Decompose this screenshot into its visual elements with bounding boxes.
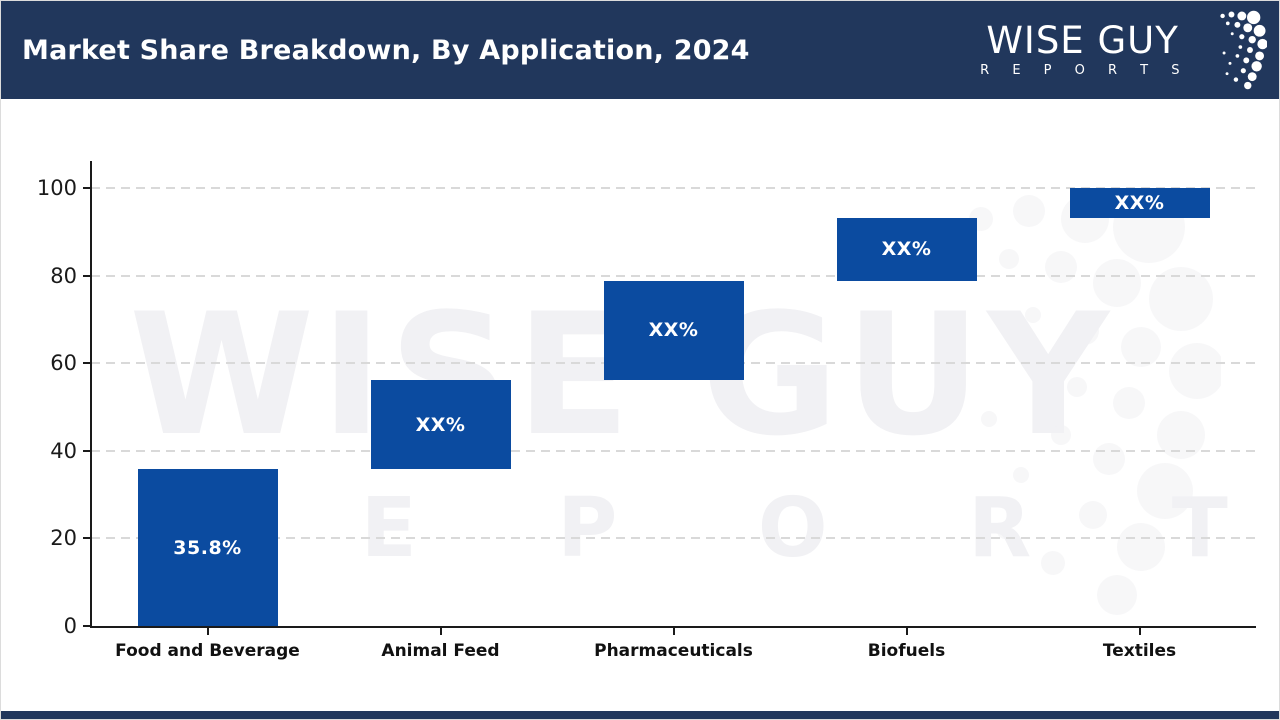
gridline-80 [91, 274, 1256, 277]
gridline-100 [91, 187, 1256, 189]
brand-logo-line1: WISE GUY [986, 19, 1179, 62]
gridline-20 [91, 537, 1256, 540]
y-axis-tick [83, 449, 90, 452]
x-axis-tick [439, 628, 442, 635]
bar-value-label: XX% [648, 319, 699, 342]
y-axis-tick-label: 0 [63, 614, 77, 638]
footer-bar [1, 711, 1279, 719]
bar-value-label: XX% [415, 413, 466, 436]
y-axis-tick [83, 537, 90, 540]
gridline-40 [91, 449, 1256, 452]
y-axis-tick-label: 80 [50, 263, 77, 288]
y-axis-tick [83, 187, 90, 189]
x-axis-tick [905, 628, 908, 635]
bar-value-label: XX% [881, 238, 932, 261]
bar-value-label: XX% [1114, 191, 1165, 214]
y-axis-spine [90, 161, 92, 628]
y-axis-tick-label: 20 [50, 526, 77, 551]
brand-logo-text: WISE GUY R E P O R T S [976, 22, 1189, 78]
x-axis-category-label: Food and Beverage [115, 641, 300, 661]
x-axis-category-label: Pharmaceuticals [594, 641, 753, 661]
bar-segment-3: XX% [603, 280, 744, 380]
chart-area: WISE GUY R E P O R T S 02040608010035.8%… [1, 99, 1279, 713]
page-title: Market Share Breakdown, By Application, … [22, 34, 750, 66]
y-axis-tick-label: 60 [50, 351, 77, 376]
x-axis-category-label: Textiles [1102, 641, 1177, 661]
y-axis-tick [83, 362, 90, 365]
x-axis-tick [672, 628, 675, 635]
brand-logo: WISE GUY R E P O R T S [976, 8, 1279, 92]
logo-face-icon [1220, 10, 1267, 90]
y-axis-tick [83, 274, 90, 277]
x-axis-tick [1138, 628, 1141, 635]
bar-segment-2: XX% [370, 379, 511, 470]
brand-logo-line2: R E P O R T S [980, 63, 1189, 78]
bar-value-label: 35.8% [173, 536, 242, 559]
y-axis-tick-label: 100 [36, 176, 77, 200]
header-bar: Market Share Breakdown, By Application, … [1, 1, 1279, 99]
bar-segment-1: 35.8% [137, 469, 278, 626]
bar-segment-4: XX% [836, 217, 977, 281]
x-axis-tick [206, 628, 209, 635]
x-axis-category-label: Biofuels [867, 641, 946, 661]
x-axis-category-label: Animal Feed [381, 641, 500, 661]
x-axis-spine [90, 626, 1256, 628]
bar-segment-5: XX% [1069, 188, 1210, 218]
y-axis-tick-label: 40 [50, 438, 77, 463]
y-axis-tick [83, 625, 90, 627]
